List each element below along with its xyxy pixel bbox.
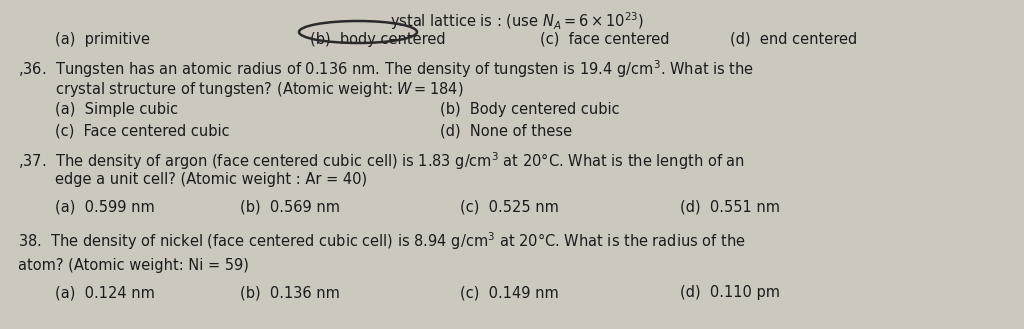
Text: (b)  body centered: (b) body centered bbox=[310, 32, 445, 47]
Text: (d)  0.110 pm: (d) 0.110 pm bbox=[680, 285, 780, 300]
Text: (a)  0.124 nm: (a) 0.124 nm bbox=[55, 285, 155, 300]
Text: (a)  0.599 nm: (a) 0.599 nm bbox=[55, 200, 155, 215]
Text: edge a unit cell? (Atomic weight : Ar = 40): edge a unit cell? (Atomic weight : Ar = … bbox=[55, 172, 368, 187]
Text: atom? (Atomic weight: Ni = 59): atom? (Atomic weight: Ni = 59) bbox=[18, 258, 249, 273]
Text: (c)  Face centered cubic: (c) Face centered cubic bbox=[55, 124, 229, 139]
Text: (b)  Body centered cubic: (b) Body centered cubic bbox=[440, 102, 620, 117]
Text: (d)  end centered: (d) end centered bbox=[730, 32, 857, 47]
Text: (c)  face centered: (c) face centered bbox=[540, 32, 670, 47]
Text: (a)  primitive: (a) primitive bbox=[55, 32, 150, 47]
Text: (d)  None of these: (d) None of these bbox=[440, 124, 572, 139]
Text: (d)  0.551 nm: (d) 0.551 nm bbox=[680, 200, 780, 215]
Text: (a)  Simple cubic: (a) Simple cubic bbox=[55, 102, 178, 117]
Text: (c)  0.149 nm: (c) 0.149 nm bbox=[460, 285, 559, 300]
Text: ,37.  The density of argon (face centered cubic cell) is 1.83 g/cm$^3$ at 20°C. : ,37. The density of argon (face centered… bbox=[18, 150, 744, 172]
Text: ystal lattice is : (use $N_A =6\times10^{23}$): ystal lattice is : (use $N_A =6\times10^… bbox=[390, 10, 644, 32]
Text: 38.  The density of nickel (face centered cubic cell) is 8.94 g/cm$^3$ at 20°C. : 38. The density of nickel (face centered… bbox=[18, 230, 745, 252]
Text: (b)  0.569 nm: (b) 0.569 nm bbox=[240, 200, 340, 215]
Text: (c)  0.525 nm: (c) 0.525 nm bbox=[460, 200, 559, 215]
Text: (b)  0.136 nm: (b) 0.136 nm bbox=[240, 285, 340, 300]
Text: crystal structure of tungsten? (Atomic weight: $W = 184$): crystal structure of tungsten? (Atomic w… bbox=[55, 80, 464, 99]
Text: ,36.  Tungsten has an atomic radius of 0.136 nm. The density of tungsten is 19.4: ,36. Tungsten has an atomic radius of 0.… bbox=[18, 58, 754, 80]
